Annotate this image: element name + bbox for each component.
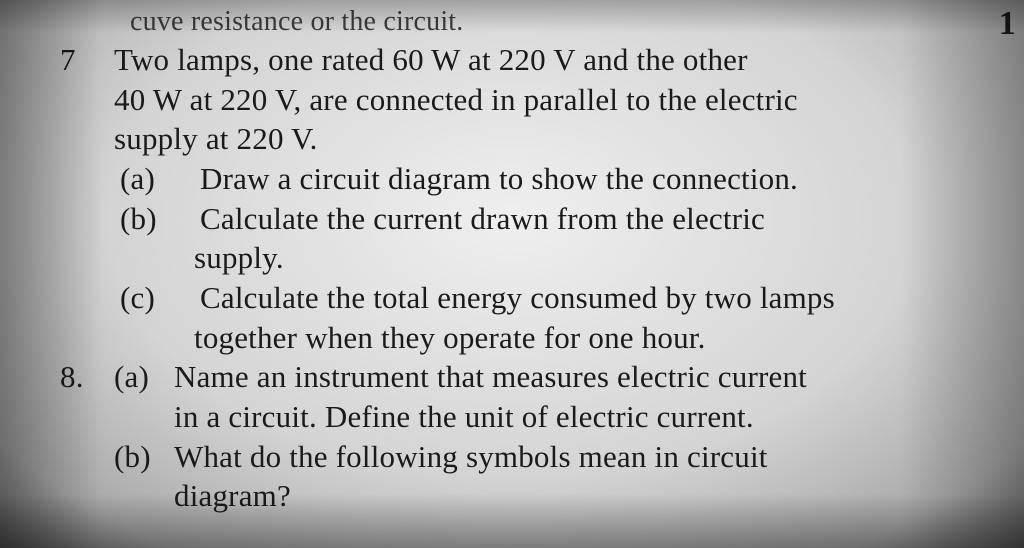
q8b-line1: (b) What do the following symbols mean i…	[60, 437, 994, 477]
q8a-l2: in a circuit. Define the unit of electri…	[60, 397, 994, 437]
exam-page: 1 cuve resistance or the circuit. 7 Two …	[0, 0, 1024, 548]
q8a-l1: Name an instrument that measures electri…	[174, 357, 994, 397]
variable-resistor-icon	[240, 520, 490, 548]
q7-line1: 7 Two lamps, one rated 60 W at 220 V and…	[60, 40, 994, 80]
q7-stem-l1: Two lamps, one rated 60 W at 220 V and t…	[114, 40, 994, 80]
q7a-label: (a)	[114, 159, 200, 199]
q7c-label: (c)	[114, 278, 200, 318]
q8a-line1: 8. (a) Name an instrument that measures …	[60, 357, 994, 397]
previous-line-fragment: cuve resistance or the circuit.	[60, 4, 994, 40]
q7b-label: (b)	[114, 199, 200, 239]
q7a-text: Draw a circuit diagram to show the conne…	[200, 159, 994, 199]
q7b-line1: (b) Calculate the current drawn from the…	[60, 199, 994, 239]
q7c-l2: together when they operate for one hour.	[60, 318, 994, 358]
q8a-label: (a)	[114, 357, 174, 397]
q8b-label: (b)	[114, 437, 174, 477]
q7-line2: 40 W at 220 V, are connected in parallel…	[60, 80, 994, 120]
q7-stem-l3: supply at 220 V.	[114, 119, 994, 159]
q8-number: 8.	[60, 357, 114, 397]
q8b-l2: diagram?	[60, 476, 994, 516]
q8b-options	[60, 520, 994, 548]
meter-symbol-icon	[710, 522, 940, 548]
q7a: (a) Draw a circuit diagram to show the c…	[60, 159, 994, 199]
q7-stem-l2: 40 W at 220 V, are connected in parallel…	[114, 80, 994, 120]
q7b-l2: supply.	[60, 238, 994, 278]
q7-number: 7	[60, 40, 114, 80]
q7c-line1: (c) Calculate the total energy consumed …	[60, 278, 994, 318]
q7c-l1: Calculate the total energy consumed by t…	[200, 278, 994, 318]
q8b-l1: What do the following symbols mean in ci…	[174, 437, 994, 477]
page-corner-fragment: 1	[999, 2, 1016, 46]
q7-line3: supply at 220 V.	[60, 119, 994, 159]
q7b-l1: Calculate the current drawn from the ele…	[200, 199, 994, 239]
